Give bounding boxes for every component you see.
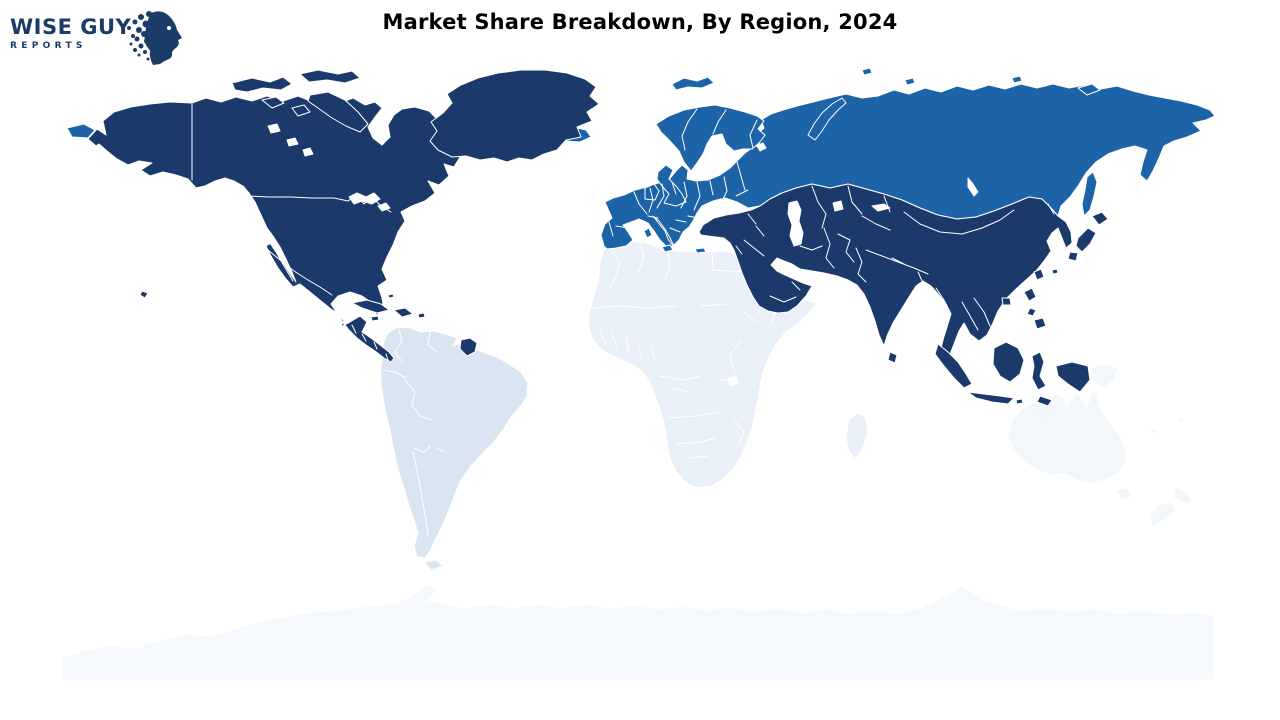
region-north-america[interactable] <box>87 69 600 363</box>
lake-balkhash <box>871 203 891 212</box>
japan-kyushu <box>1067 251 1079 262</box>
wise-guy-reports-logo: WISE GUY REPORTS <box>10 6 185 66</box>
antarctica <box>61 583 1215 681</box>
logo-wordmark: WISE GUY <box>10 15 132 39</box>
novaya-zemlya <box>807 97 847 141</box>
greenland <box>429 69 600 163</box>
svalbard <box>671 76 715 91</box>
hainan <box>1001 297 1012 306</box>
tasmania <box>1115 487 1133 502</box>
chart-title: Market Share Breakdown, By Region, 2024 <box>382 10 898 34</box>
cuba <box>351 299 390 314</box>
lake-baikal <box>967 177 979 197</box>
japan-honshu <box>1075 227 1097 253</box>
arctic-islands <box>231 76 293 93</box>
sicily <box>661 244 674 253</box>
tierra-del-fuego <box>423 559 444 571</box>
region-south-america[interactable] <box>380 326 529 571</box>
new-zealand-north <box>1173 486 1193 505</box>
chukotka-west-fragment <box>66 123 96 139</box>
hispaniola <box>393 307 414 318</box>
eurasia-north-mainland <box>600 83 1216 250</box>
madagascar <box>845 412 869 460</box>
philippines-luzon <box>1023 287 1037 302</box>
logo-head-icon <box>127 11 183 66</box>
crete <box>694 247 707 254</box>
java <box>967 391 1015 405</box>
great-lakes <box>348 192 381 205</box>
ireland <box>644 183 660 201</box>
borneo <box>992 341 1025 383</box>
aral-sea <box>832 200 844 212</box>
region-oceania[interactable] <box>1007 363 1193 527</box>
west-papua <box>1055 361 1091 393</box>
north-america-mainland <box>87 95 461 363</box>
sri-lanka <box>887 351 898 364</box>
australia <box>1007 387 1128 484</box>
sumatra <box>934 343 973 389</box>
region-africa[interactable] <box>588 240 869 489</box>
region-europe-russia[interactable] <box>66 67 1216 254</box>
japan-hokkaido <box>1091 211 1109 226</box>
water-overlays <box>267 123 979 387</box>
papua-new-guinea <box>1089 363 1119 389</box>
taiwan <box>1033 268 1045 281</box>
scandinavia <box>655 104 766 172</box>
baffin-island <box>307 91 369 133</box>
philippines-mindanao <box>1033 317 1047 330</box>
lake-ladoga <box>756 142 767 152</box>
timor <box>1036 395 1053 407</box>
french-guiana <box>459 337 478 357</box>
sakhalin <box>1081 171 1098 217</box>
lake-victoria <box>727 375 739 387</box>
south-america-mainland <box>380 326 529 559</box>
logo-text: WISE GUY REPORTS <box>10 16 131 51</box>
caspian-sea <box>787 200 804 247</box>
mongolia-border <box>903 209 1015 235</box>
hawaii <box>139 290 149 299</box>
corsica-sardinia <box>643 227 653 239</box>
new-zealand-south <box>1149 501 1177 527</box>
logo-subtitle: REPORTS <box>10 41 87 52</box>
us-mexico-border <box>267 249 333 296</box>
region-antarctica[interactable] <box>61 583 1215 681</box>
sulawesi <box>1031 351 1047 391</box>
